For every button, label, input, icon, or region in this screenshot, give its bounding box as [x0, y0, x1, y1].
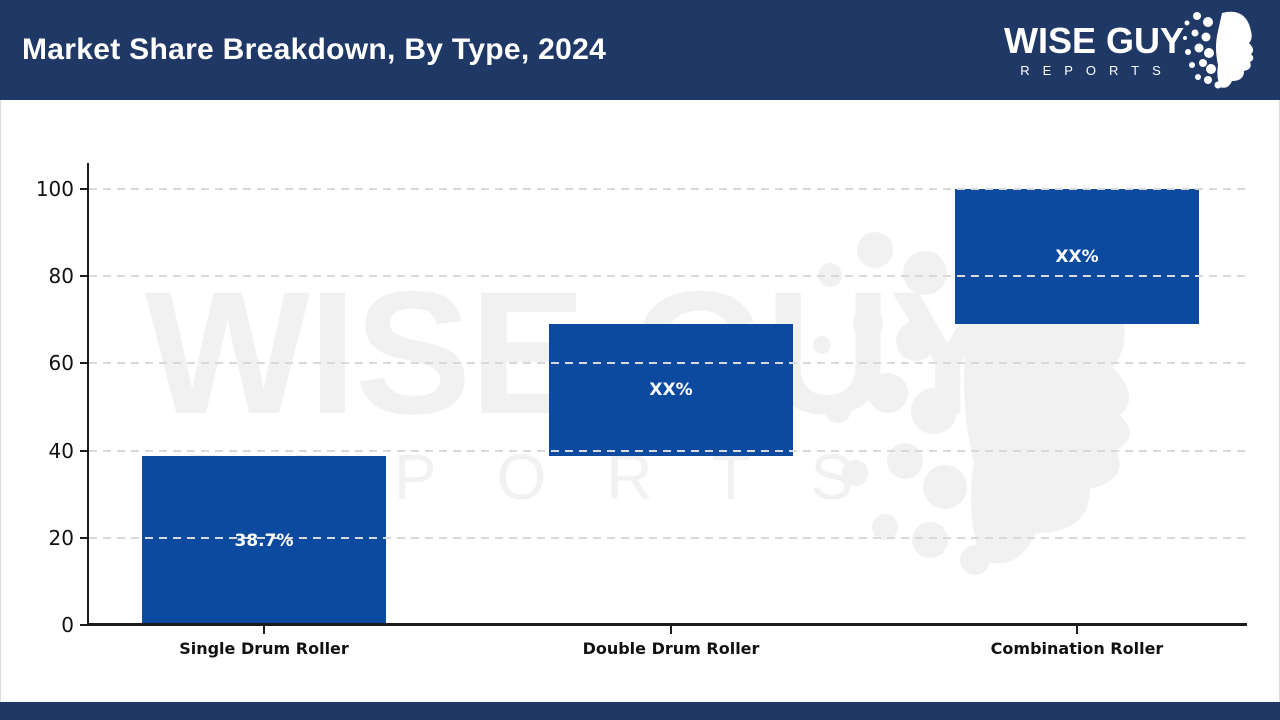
category-label-double-drum-roller: Double Drum Roller [582, 639, 760, 658]
category-label-combination-roller: Combination Roller [990, 639, 1164, 658]
logo-wordmark-secondary: REPORTS [1020, 62, 1174, 78]
y-tick-label-60: 60 [48, 351, 74, 376]
y-tick-label-80: 80 [48, 264, 74, 289]
gridline-y-40 [89, 449, 1246, 452]
y-tick-label-40: 40 [48, 438, 74, 463]
bar-value-label-double-drum-roller: XX% [649, 380, 693, 401]
y-tick-60 [80, 362, 87, 365]
gridline-y-20 [89, 536, 1246, 539]
y-tick-label-0: 0 [61, 613, 74, 637]
y-tick-0 [80, 624, 87, 626]
x-axis-line [87, 623, 1247, 626]
bar-value-label-combination-roller: XX% [1055, 246, 1099, 267]
footer-banner [0, 702, 1280, 720]
logo-wordmark: WISE GUY REPORTS [1004, 22, 1184, 78]
logo-wordmark-primary: WISE GUY [1004, 20, 1185, 62]
y-tick-label-20: 20 [48, 525, 74, 550]
chart-title: Market Share Breakdown, By Type, 2024 [22, 33, 607, 66]
header-banner: Market Share Breakdown, By Type, 2024 WI… [0, 0, 1280, 100]
category-label-single-drum-roller: Single Drum Roller [179, 639, 349, 658]
y-axis-line [87, 163, 89, 626]
bar-value-label-single-drum-roller: 38.7% [234, 530, 294, 551]
gridline-y-80 [89, 275, 1246, 278]
x-tick-combination-roller [1076, 626, 1078, 634]
bar-single-drum-roller [142, 456, 386, 625]
x-tick-double-drum-roller [670, 626, 672, 634]
y-tick-100 [80, 188, 87, 190]
wise-guy-reports-logo: WISE GUY REPORTS [1004, 6, 1264, 94]
bar-double-drum-roller [549, 324, 793, 457]
gridline-y-60 [89, 362, 1246, 365]
y-tick-20 [80, 536, 87, 539]
bar-combination-roller [955, 189, 1199, 325]
x-tick-single-drum-roller [263, 626, 265, 634]
y-tick-label-100: 100 [35, 177, 74, 201]
y-tick-80 [80, 275, 87, 278]
logo-face-icon [1183, 11, 1254, 89]
gridline-y-100 [89, 188, 1246, 190]
y-tick-40 [80, 449, 87, 452]
